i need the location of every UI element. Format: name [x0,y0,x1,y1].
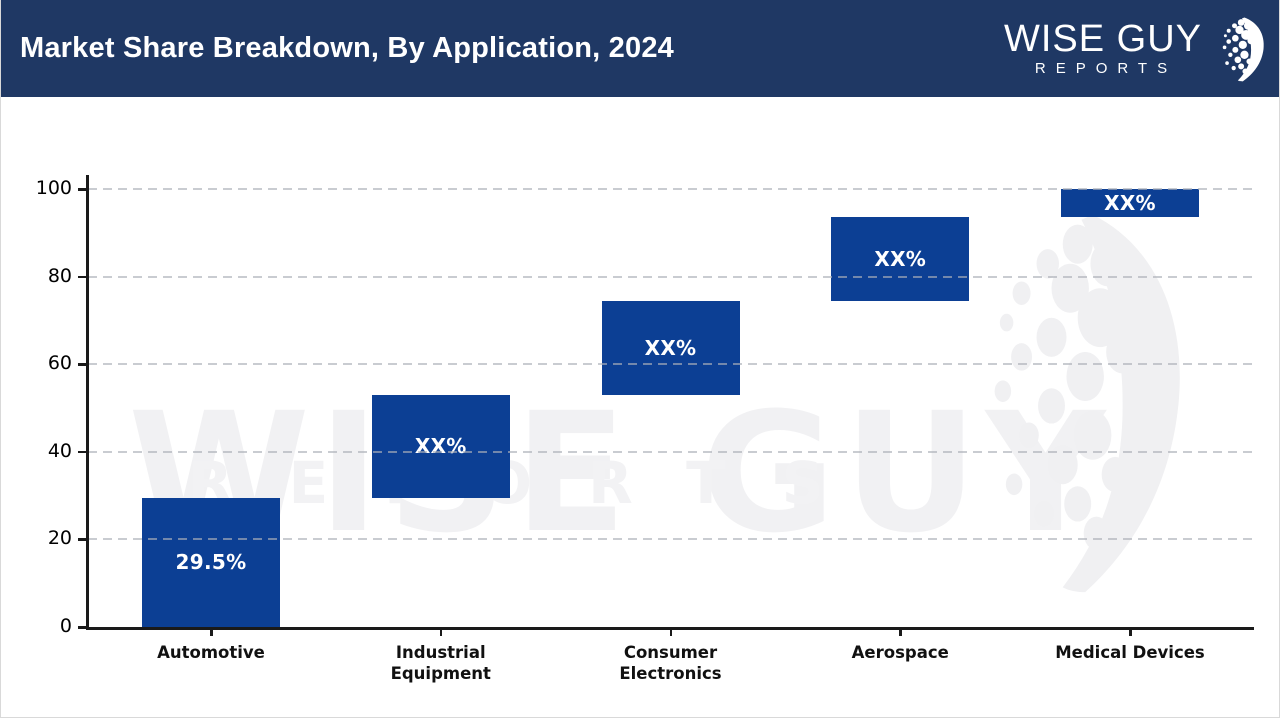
y-axis-tick-label: 20 [47,527,72,550]
bar-medical-devices: XX% [1061,189,1199,218]
category-label-line: Medical Devices [1055,643,1205,662]
x-axis-line [86,627,1254,630]
category-label-line: Equipment [390,664,491,683]
category-label: Aerospace [785,642,1015,663]
x-axis-tick [1129,629,1132,636]
gridline [88,538,1253,541]
category-label-line: Electronics [619,664,722,683]
y-axis-tick-label: 40 [47,439,72,462]
category-label-line: Automotive [157,643,265,662]
bar-value-label: XX% [644,335,697,360]
header-bar: Market Share Breakdown, By Application, … [0,0,1280,97]
bar-value-label: XX% [874,247,927,272]
watermark-brand-name: WISE GUY [128,377,1114,569]
x-axis-tick [669,629,672,636]
y-axis-tick [78,450,87,454]
chart-area: WISE GUY REPORTS 0 20 40 60 80 100 29.5% Automo… [0,97,1280,720]
watermark-dotted-head [994,214,1180,593]
bar-industrial-equipment: XX% [371,394,510,498]
category-label-line: Consumer [623,643,718,662]
y-axis-tick-label: 60 [47,352,72,375]
bar-consumer-electronics: XX% [601,300,740,395]
y-axis-tick-label: 0 [59,615,72,637]
brand-logo: WISE GUY REPORTS [1004,8,1266,90]
category-label: Industrial Equipment [326,642,556,684]
y-axis-tick [78,626,87,629]
y-axis-tick [78,363,87,366]
y-axis-tick [78,188,87,191]
x-axis-tick [210,629,213,636]
category-label-line: Industrial [395,643,486,662]
category-label: Consumer Electronics [556,642,786,684]
brand-logo-text: WISE GUY REPORTS [1004,20,1202,77]
y-axis-line [86,175,89,630]
gridline [88,450,1253,453]
watermark-brand-subtitle: REPORTS [188,449,880,517]
bar-value-label: 29.5% [175,550,247,575]
bar-value-label: XX% [1104,191,1156,216]
page-title: Market Share Breakdown, By Application, … [20,32,674,64]
gridline [88,188,1253,190]
y-axis-tick [78,538,87,541]
gridline [88,363,1253,366]
x-axis-tick [439,629,443,636]
y-axis-tick [78,275,87,279]
category-label-line: Aerospace [851,643,949,662]
gridline [88,275,1253,278]
category-label: Medical Devices [1015,642,1245,663]
bar-automotive: 29.5% [142,497,280,627]
x-axis-tick [899,629,902,636]
y-axis-tick-label: 80 [47,264,72,287]
dotted-head-icon [1222,17,1264,81]
bar-value-label: XX% [414,434,467,459]
brand-name: WISE GUY [1003,18,1202,60]
bar-aerospace: XX% [831,217,970,301]
brand-subtitle: REPORTS [1034,60,1178,77]
category-label: Automotive [96,642,326,663]
y-axis-tick-label: 100 [35,177,72,199]
